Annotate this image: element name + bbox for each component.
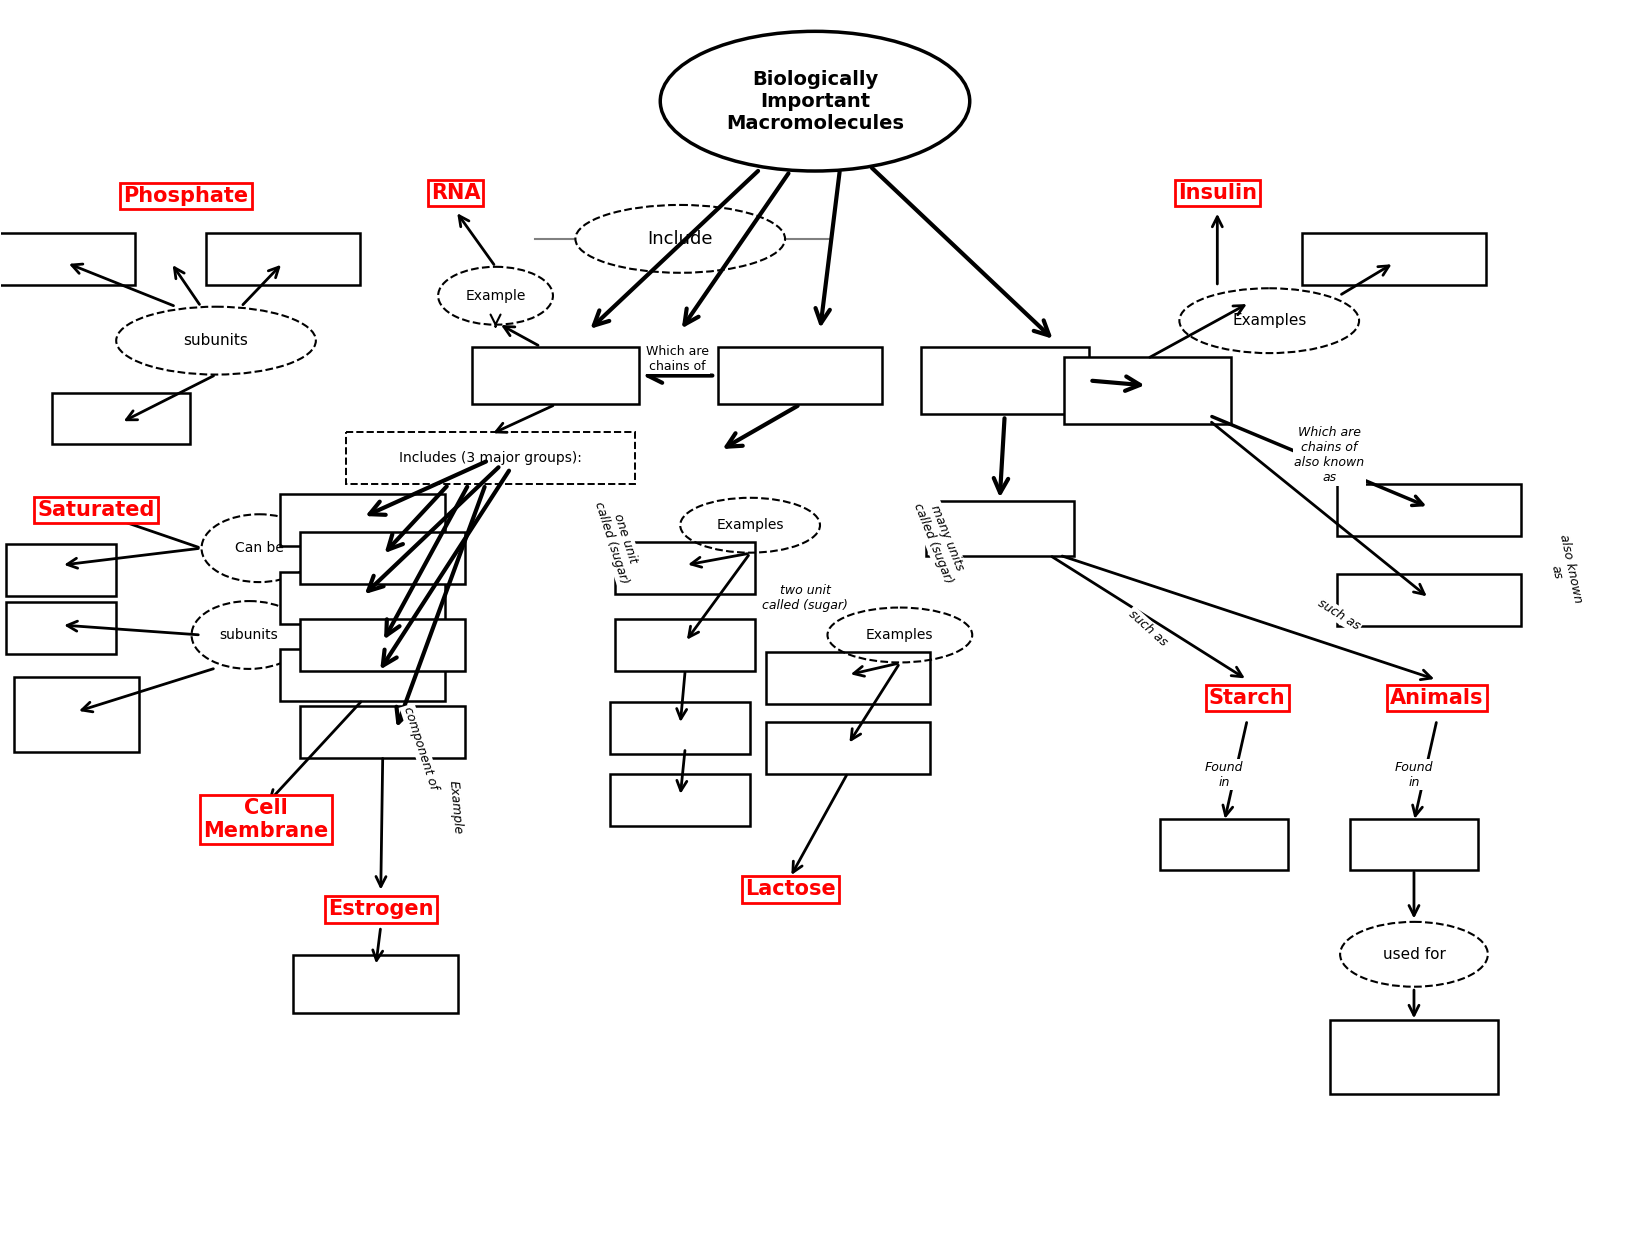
Text: Which are
chains of
also known
as: Which are chains of also known as — [1293, 426, 1363, 484]
Bar — [1337, 484, 1521, 537]
Text: Animals: Animals — [1389, 688, 1483, 708]
Text: Examples: Examples — [866, 627, 932, 643]
Bar — [1063, 357, 1231, 425]
Bar — [300, 706, 465, 757]
Text: Insulin: Insulin — [1177, 183, 1257, 203]
Text: Examples: Examples — [716, 518, 784, 532]
Text: such as: such as — [1125, 607, 1169, 649]
Bar — [921, 346, 1087, 415]
Text: Which are
chains of: Which are chains of — [645, 344, 709, 373]
Bar — [610, 702, 750, 753]
Text: one unit
called (sugar): one unit called (sugar) — [592, 495, 644, 586]
Text: Phosphate: Phosphate — [124, 186, 248, 205]
Text: used for: used for — [1382, 946, 1444, 961]
Text: Found
in: Found in — [1394, 761, 1433, 789]
Bar — [615, 619, 755, 670]
Bar — [280, 649, 445, 701]
Bar — [615, 542, 755, 593]
Bar — [300, 532, 465, 585]
Bar — [280, 572, 445, 624]
Text: Starch: Starch — [1208, 688, 1284, 708]
Bar — [0, 233, 135, 285]
Bar — [205, 233, 360, 285]
Bar — [1301, 233, 1485, 285]
Text: such as: such as — [1315, 597, 1361, 633]
Bar — [293, 955, 458, 1013]
Bar — [52, 393, 191, 445]
Text: Examples: Examples — [1231, 314, 1306, 328]
Text: Example: Example — [447, 780, 465, 835]
Bar — [926, 500, 1073, 556]
Bar — [300, 619, 465, 670]
Bar — [1337, 575, 1521, 626]
Bar — [610, 774, 750, 825]
Bar — [7, 602, 116, 654]
Text: Cell
Membrane: Cell Membrane — [204, 798, 328, 842]
Bar — [1350, 819, 1477, 871]
Bar — [471, 346, 639, 404]
Text: many units
called (sugar): many units called (sugar) — [910, 495, 968, 585]
Text: component of: component of — [401, 704, 440, 791]
Bar — [764, 651, 929, 704]
Bar — [15, 678, 139, 752]
Text: Can be: Can be — [235, 542, 284, 556]
Text: subunits: subunits — [220, 627, 279, 643]
Text: Example: Example — [465, 289, 525, 302]
Text: Include: Include — [647, 229, 712, 248]
Bar — [280, 494, 445, 546]
Text: Saturated: Saturated — [37, 500, 155, 520]
Text: subunits: subunits — [184, 333, 248, 348]
Bar — [7, 544, 116, 596]
Bar — [717, 346, 882, 404]
Text: Estrogen: Estrogen — [328, 900, 434, 920]
Text: two unit
called (sugar): two unit called (sugar) — [761, 585, 848, 612]
Text: Biologically
Important
Macromolecules: Biologically Important Macromolecules — [725, 69, 903, 132]
Text: Found
in: Found in — [1205, 761, 1242, 789]
Bar — [1159, 819, 1288, 871]
Bar — [346, 432, 636, 484]
Text: also known
as: also known as — [1542, 533, 1584, 607]
Text: Lactose: Lactose — [745, 879, 835, 900]
Bar — [1330, 1019, 1496, 1095]
Text: RNA: RNA — [430, 183, 481, 203]
Text: Includes (3 major groups):: Includes (3 major groups): — [399, 451, 582, 465]
Bar — [764, 722, 929, 774]
